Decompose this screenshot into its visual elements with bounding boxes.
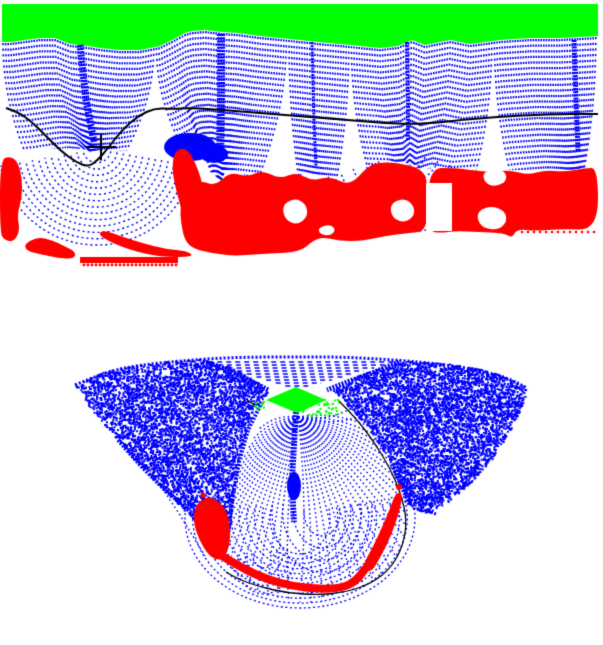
fieldline-figure-canvas bbox=[0, 0, 603, 645]
fieldline-figure bbox=[0, 0, 603, 645]
